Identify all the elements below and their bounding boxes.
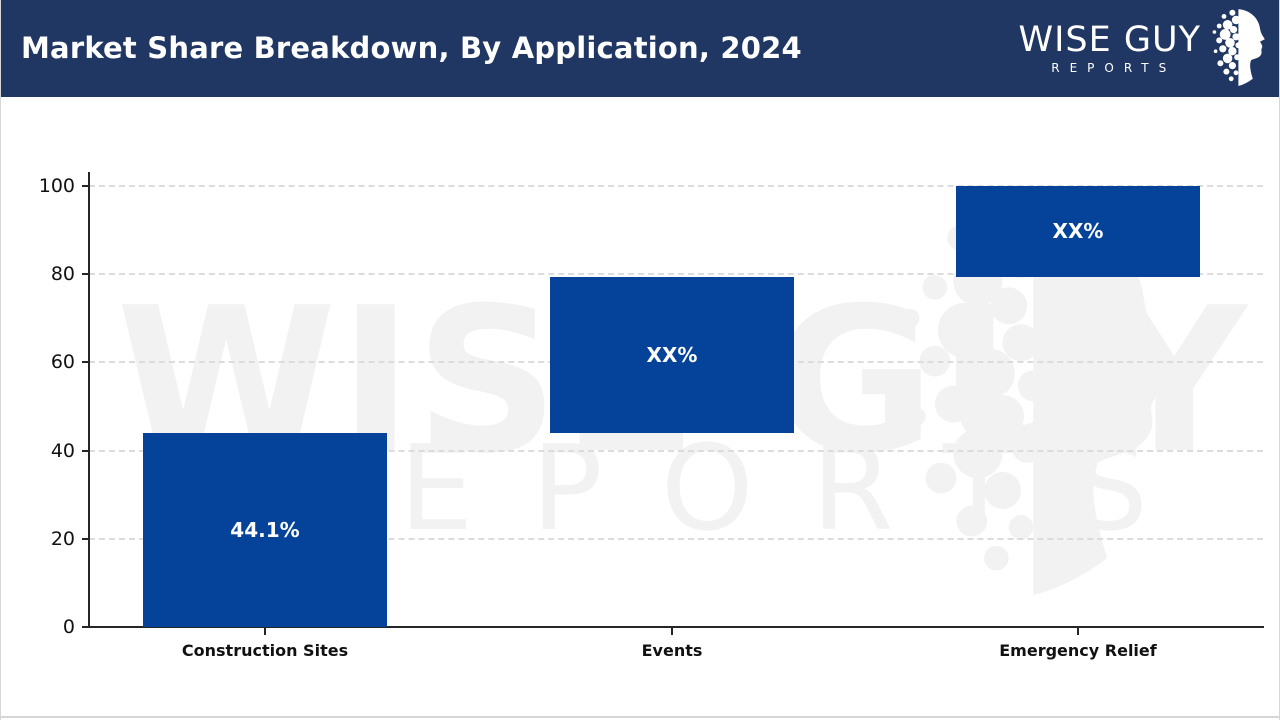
bottom-frame-line — [1, 716, 1279, 718]
bar-segment — [143, 432, 387, 627]
y-axis-line — [88, 172, 90, 628]
brand-logo-face-dots-icon — [1212, 9, 1265, 86]
brand-logo-reports-text: REPORTS — [1051, 60, 1177, 75]
bar-segment — [550, 276, 794, 433]
brand-logo-wordmark: WISE GUY — [1018, 19, 1201, 60]
bar-segment — [956, 186, 1200, 277]
y-tick-label: 20 — [50, 527, 75, 550]
y-tick-mark — [82, 361, 89, 364]
bar-value-label: 44.1% — [230, 517, 300, 542]
bar-value-label: XX% — [646, 342, 698, 367]
x-category-label: Construction Sites — [181, 641, 349, 660]
y-tick-mark — [82, 537, 89, 540]
brand-logo: WISE GUY REPORTS — [1018, 8, 1269, 86]
gridline — [89, 449, 1263, 452]
gridline — [89, 537, 1263, 540]
y-tick-label: 40 — [50, 439, 75, 462]
x-tick-mark — [1077, 628, 1079, 635]
y-tick-label: 0 — [62, 616, 75, 638]
y-tick-label: 80 — [50, 263, 75, 286]
bar-value-label: XX% — [1052, 219, 1104, 244]
y-tick-label: 60 — [50, 351, 75, 374]
brand-logo-text: WISE GUY REPORTS — [1018, 20, 1201, 75]
gridline — [89, 185, 1263, 187]
gridline — [89, 273, 1263, 276]
y-tick-label: 100 — [38, 175, 75, 197]
x-tick-mark — [264, 628, 266, 635]
page-title: Market Share Breakdown, By Application, … — [21, 31, 802, 65]
x-category-label: Events — [641, 641, 703, 660]
y-tick-mark — [82, 626, 89, 628]
y-tick-mark — [82, 185, 89, 187]
header-bar: Market Share Breakdown, By Application, … — [1, 0, 1279, 97]
y-tick-mark — [82, 449, 89, 452]
x-axis-line — [88, 626, 1264, 628]
x-category-label: Emergency Relief — [999, 641, 1157, 660]
x-tick-mark — [671, 628, 673, 635]
y-tick-mark — [82, 273, 89, 276]
